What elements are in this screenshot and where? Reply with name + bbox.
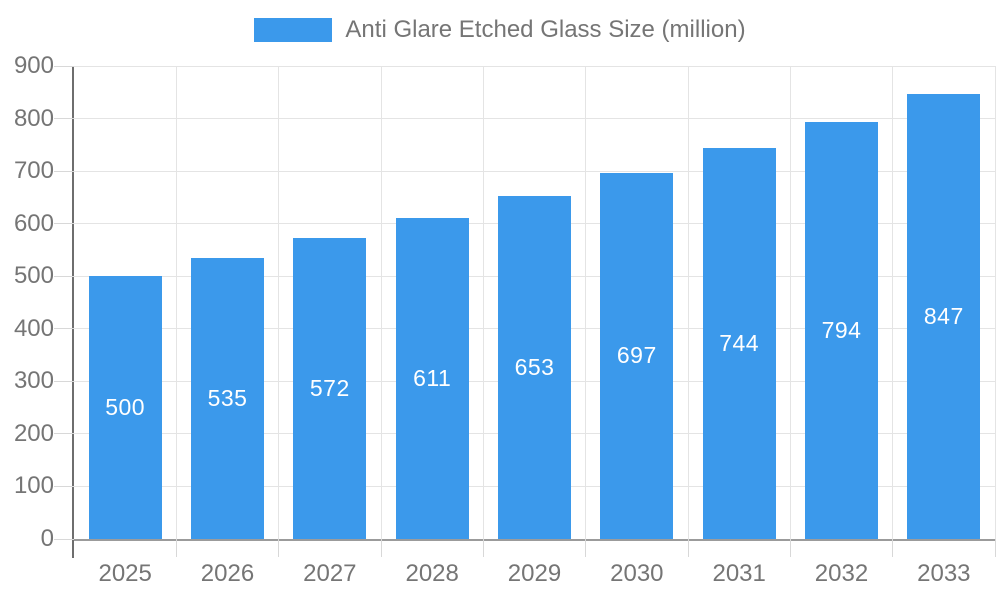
y-tick-900	[54, 65, 74, 67]
x-tick-8	[892, 539, 894, 557]
v-gridline-2	[278, 66, 280, 539]
x-axis-label-2025: 2025	[98, 560, 152, 587]
bar-2028[interactable]: 611	[395, 217, 469, 539]
x-tick-5	[585, 539, 587, 557]
y-axis-label-300: 300	[13, 367, 54, 395]
v-gridline-1	[175, 66, 177, 539]
y-axis-label-400: 400	[13, 314, 54, 342]
x-axis-label-2033: 2033	[917, 560, 971, 587]
y-axis-label-500: 500	[13, 262, 54, 290]
y-tick-500	[54, 275, 74, 277]
y-tick-200	[54, 433, 74, 435]
x-axis-label-2032: 2032	[814, 560, 869, 587]
bar-2031[interactable]: 744	[702, 148, 776, 539]
x-axis-label-2027: 2027	[303, 560, 357, 587]
plot-area: 500 535 572 611 653 697 744 794 847	[54, 65, 996, 558]
y-axis-label-600: 600	[13, 209, 54, 237]
bar-value-label-2026: 535	[207, 384, 248, 411]
bar-2025[interactable]: 500	[88, 276, 162, 539]
v-gridline-6	[687, 66, 689, 539]
y-axis-label-0: 0	[40, 525, 54, 552]
y-tick-300	[54, 380, 74, 382]
x-tick-2	[278, 539, 280, 557]
x-tick-7	[789, 539, 791, 557]
bar-2033[interactable]: 847	[907, 93, 981, 539]
y-tick-400	[54, 328, 74, 330]
h-gridline-800	[74, 118, 995, 120]
v-gridline-7	[789, 66, 791, 539]
bar-value-label-2027: 572	[309, 375, 350, 402]
y-axis-label-700: 700	[13, 157, 54, 185]
y-tick-100	[54, 485, 74, 487]
v-gridline-4	[482, 66, 484, 539]
v-gridline-9	[994, 66, 996, 539]
v-gridline-8	[892, 66, 894, 539]
x-tick-3	[380, 539, 382, 557]
bar-value-label-2030: 697	[616, 342, 657, 369]
bar-value-label-2032: 794	[821, 316, 862, 343]
x-tick-6	[687, 539, 689, 557]
x-axis-label-2028: 2028	[405, 560, 459, 587]
x-tick-4	[482, 539, 484, 557]
bar-value-label-2033: 847	[923, 302, 964, 329]
v-gridline-3	[380, 66, 382, 539]
y-axis-label-100: 100	[13, 472, 54, 500]
bar-value-label-2029: 653	[514, 353, 555, 380]
bar-2026[interactable]: 535	[191, 257, 264, 539]
x-tick-1	[175, 539, 177, 557]
x-axis-label-2026: 2026	[200, 560, 255, 587]
y-tick-700	[54, 170, 74, 172]
x-axis-label-2031: 2031	[712, 560, 766, 587]
y-tick-800	[54, 118, 74, 120]
legend-swatch[interactable]	[254, 18, 333, 42]
x-axis-label-2030: 2030	[610, 560, 664, 587]
bar-value-label-2031: 744	[719, 330, 760, 356]
bar-value-label-2028: 611	[413, 364, 452, 391]
chart-legend: Anti Glare Etched Glass Size (million)	[0, 15, 1000, 45]
legend-label[interactable]: Anti Glare Etched Glass Size (million)	[345, 16, 746, 43]
y-axis-label-800: 800	[13, 104, 54, 132]
bar-2032[interactable]: 794	[805, 121, 878, 539]
y-axis-label-200: 200	[13, 419, 54, 447]
y-axis-label-900: 900	[13, 52, 54, 79]
y-axis-line	[72, 66, 74, 558]
bar-2030[interactable]: 697	[600, 172, 674, 539]
x-tick-9	[994, 539, 996, 557]
h-gridline-700	[74, 170, 995, 172]
bar-value-label-2025: 500	[105, 394, 146, 421]
y-tick-0	[54, 538, 74, 540]
y-tick-600	[54, 223, 74, 225]
bar-2027[interactable]: 572	[293, 238, 367, 539]
x-axis-line	[74, 539, 995, 541]
x-axis-label-2029: 2029	[507, 560, 562, 587]
bar-2029[interactable]: 653	[498, 195, 571, 539]
v-gridline-5	[585, 66, 587, 539]
h-gridline-900	[74, 65, 995, 67]
